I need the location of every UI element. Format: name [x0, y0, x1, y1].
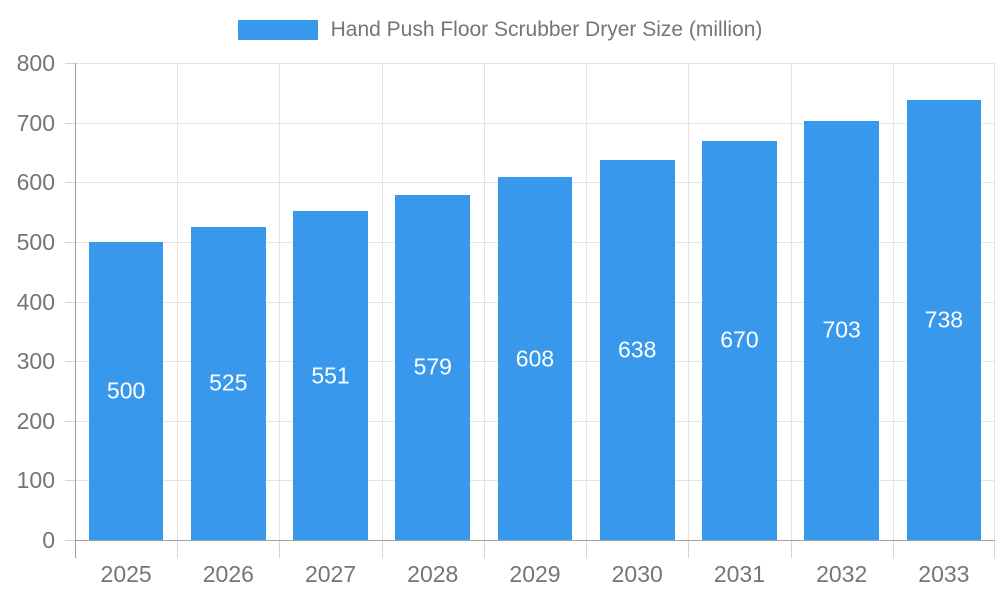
y-axis-tick: [65, 241, 75, 243]
y-gridline: [75, 63, 995, 64]
x-axis-label-2025: 2025: [100, 561, 152, 587]
x-axis-label-2030: 2030: [611, 561, 663, 587]
x-gridline: [177, 63, 179, 540]
bar-value-label: 525: [209, 369, 248, 396]
legend-label: Hand Push Floor Scrubber Dryer Size (mil…: [330, 18, 763, 41]
bar-value-label: 703: [822, 316, 861, 343]
x-axis-tick: [688, 540, 690, 558]
y-axis-label: 100: [16, 467, 55, 494]
x-axis-label-2033: 2033: [918, 561, 970, 587]
bar-2027[interactable]: 551: [293, 211, 368, 540]
bar-value-label: 670: [720, 326, 759, 353]
bar-value-label: 738: [924, 306, 964, 333]
bar-2032[interactable]: 703: [804, 120, 879, 540]
x-gridline: [483, 63, 485, 540]
y-axis-tick: [65, 122, 75, 124]
x-axis-tick: [279, 540, 281, 558]
x-gridline: [994, 63, 995, 540]
x-axis-label-2031: 2031: [713, 561, 766, 587]
bar-value-label: 579: [413, 353, 452, 380]
x-gridline: [381, 63, 383, 540]
bar-value-label: 608: [515, 345, 555, 372]
bar-2033[interactable]: 738: [906, 99, 982, 540]
x-axis-label-2032: 2032: [816, 561, 868, 587]
x-gridline: [586, 63, 588, 540]
bar-2026[interactable]: 525: [191, 226, 266, 540]
y-axis-label: 500: [16, 228, 55, 255]
x-axis-tick: [994, 540, 995, 558]
x-axis-tick: [892, 540, 894, 558]
bar-value-label: 551: [311, 362, 350, 389]
y-axis-tick: [65, 301, 75, 303]
x-axis-tick: [586, 540, 588, 558]
y-gridline: [75, 122, 995, 124]
y-axis-tick: [65, 420, 75, 422]
x-axis-label-2029: 2029: [509, 561, 561, 587]
y-axis-tick: [65, 480, 75, 482]
y-axis-tick: [65, 361, 75, 363]
y-axis-label: 300: [16, 348, 55, 375]
y-axis-label: 600: [16, 169, 55, 196]
y-axis-label: 0: [42, 527, 55, 553]
bar-2031[interactable]: 670: [702, 140, 777, 540]
x-gridline: [790, 63, 792, 540]
x-axis-tick: [483, 540, 485, 558]
x-axis-tick: [177, 540, 179, 558]
legend-swatch-icon: [237, 20, 318, 40]
bar-2030[interactable]: 638: [599, 159, 675, 540]
bar-value-label: 500: [106, 377, 146, 404]
y-axis-label: 700: [16, 109, 55, 136]
x-axis-label-2028: 2028: [407, 561, 459, 587]
x-axis-label-2026: 2026: [202, 561, 254, 587]
y-axis-line: [75, 63, 76, 558]
y-axis-tick: [65, 540, 75, 541]
legend[interactable]: Hand Push Floor Scrubber Dryer Size (mil…: [0, 18, 1000, 42]
plot-area: 0 100 200 300 400 500 600 700 800 500 2025 525 2026 5…: [17, 50, 995, 587]
x-gridline: [688, 63, 690, 540]
x-axis-tick: [790, 540, 792, 558]
x-axis-tick: [381, 540, 383, 558]
y-axis-label: 800: [16, 50, 55, 76]
x-axis-line: [75, 540, 995, 541]
y-axis-tick: [65, 63, 75, 64]
x-axis-label-2027: 2027: [304, 561, 357, 587]
y-axis-label: 400: [16, 288, 55, 315]
y-axis-tick: [65, 182, 75, 184]
bar-2029[interactable]: 608: [497, 177, 573, 540]
bar-2025[interactable]: 500: [88, 241, 164, 540]
x-gridline: [892, 63, 894, 540]
y-axis-label: 200: [16, 407, 55, 434]
bar-value-label: 638: [618, 336, 657, 363]
bar-2028[interactable]: 579: [395, 194, 471, 540]
x-gridline: [279, 63, 281, 540]
